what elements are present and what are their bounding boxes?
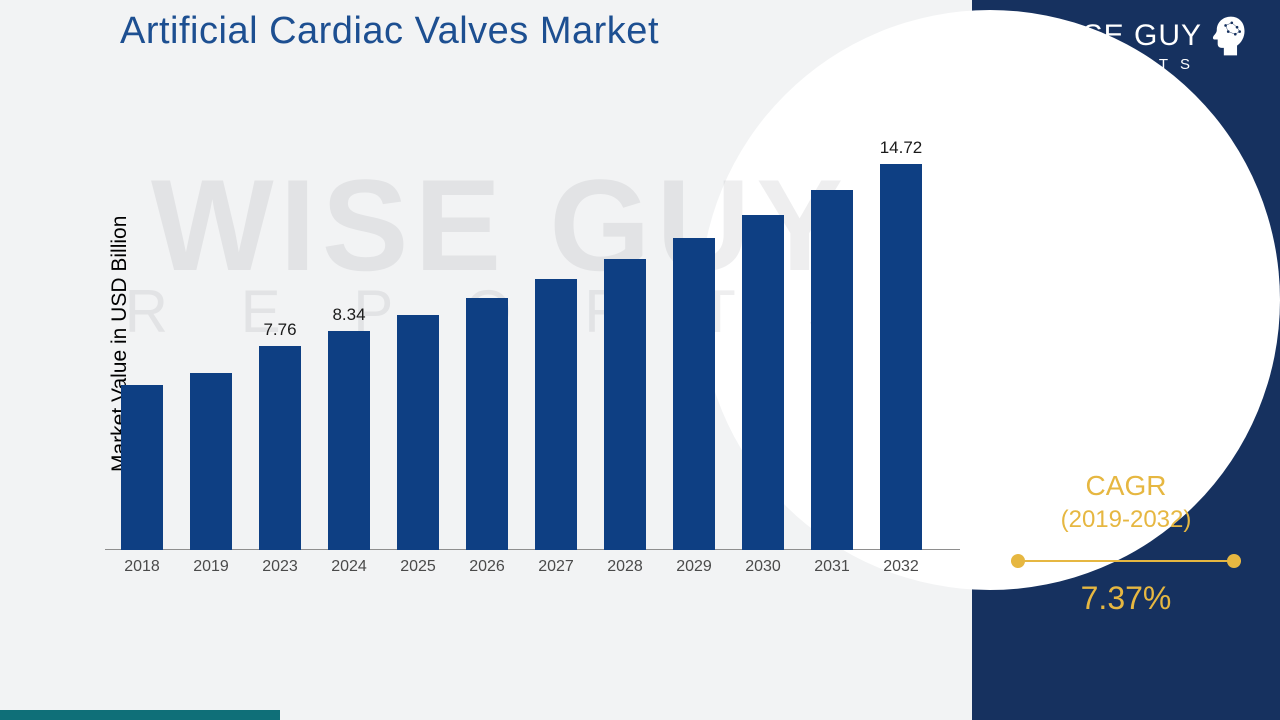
logo-text-top: WISE GUY <box>1044 19 1202 53</box>
cagr-divider <box>1011 552 1241 570</box>
bar <box>811 190 853 550</box>
x-tick-label: 2032 <box>869 558 933 576</box>
x-tick-label: 2018 <box>110 558 174 576</box>
bar-value-label: 7.76 <box>248 320 312 340</box>
bar <box>742 215 784 550</box>
cagr-range: (2019-2032) <box>972 506 1280 534</box>
bar-slot: 2018 <box>110 130 174 550</box>
x-tick-label: 2028 <box>593 558 657 576</box>
bottom-accent-strip <box>0 710 280 720</box>
head-icon <box>1208 14 1252 58</box>
bar-slot: 2028 <box>593 130 657 550</box>
x-tick-label: 2019 <box>179 558 243 576</box>
bar <box>673 238 715 550</box>
bar <box>328 331 370 550</box>
bar-slot: 14.722032 <box>869 130 933 550</box>
cagr-title: CAGR <box>972 470 1280 502</box>
x-tick-label: 2027 <box>524 558 588 576</box>
x-tick-label: 2030 <box>731 558 795 576</box>
bar-slot: 2030 <box>731 130 795 550</box>
bar-slot: 2025 <box>386 130 450 550</box>
bar-slot: 2029 <box>662 130 726 550</box>
cagr-value: 7.37% <box>972 580 1280 617</box>
bar-slot: 8.342024 <box>317 130 381 550</box>
bar-slot: 2019 <box>179 130 243 550</box>
plot-area: 201820197.7620238.3420242025202620272028… <box>100 130 920 550</box>
bar <box>259 346 301 550</box>
bar <box>121 385 163 550</box>
bar <box>880 164 922 550</box>
bar <box>466 298 508 550</box>
x-tick-label: 2026 <box>455 558 519 576</box>
brand-logo: WISE GUY REPORTS <box>1044 14 1252 73</box>
bar-slot: 2026 <box>455 130 519 550</box>
bar <box>397 315 439 550</box>
bar-value-label: 14.72 <box>869 138 933 158</box>
bar-slot: 7.762023 <box>248 130 312 550</box>
bar-chart: Market Value in USD Billion 201820197.76… <box>80 120 920 590</box>
x-tick-label: 2025 <box>386 558 450 576</box>
bar <box>604 259 646 550</box>
chart-title: Artificial Cardiac Valves Market <box>120 10 659 53</box>
cagr-block: CAGR (2019-2032) 7.37% <box>972 470 1280 617</box>
bar-slot: 2031 <box>800 130 864 550</box>
x-tick-label: 2031 <box>800 558 864 576</box>
x-tick-label: 2023 <box>248 558 312 576</box>
logo-text-bottom: REPORTS <box>1044 56 1252 73</box>
bar-slot: 2027 <box>524 130 588 550</box>
bar <box>190 373 232 550</box>
bar <box>535 279 577 550</box>
x-tick-label: 2024 <box>317 558 381 576</box>
bar-value-label: 8.34 <box>317 305 381 325</box>
x-tick-label: 2029 <box>662 558 726 576</box>
